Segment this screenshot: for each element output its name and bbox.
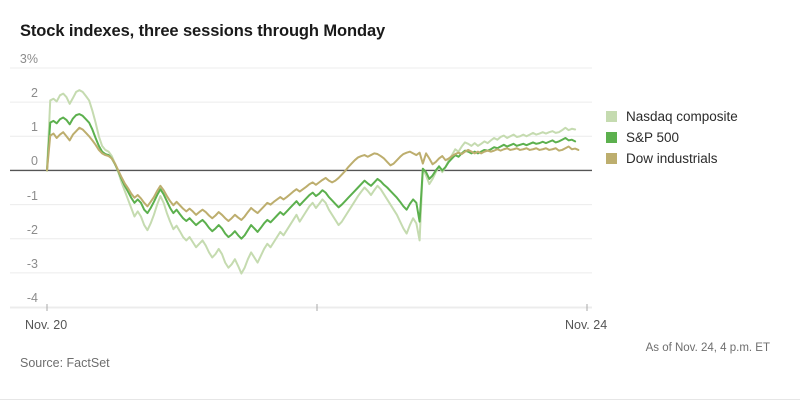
legend-label: Dow industrials — [626, 151, 718, 166]
y-tick-label: -2 — [26, 222, 38, 237]
legend-swatch-icon — [606, 153, 617, 164]
chart-legend: Nasdaq composite S&P 500 Dow industrials — [606, 106, 738, 169]
page-title: Stock indexes, three sessions through Mo… — [20, 22, 386, 40]
source-note: Source: FactSet — [20, 356, 110, 370]
y-tick-label: 0 — [31, 154, 38, 169]
series-lines — [46, 89, 580, 275]
y-tick-label: 2 — [31, 86, 38, 101]
legend-label: S&P 500 — [626, 130, 680, 145]
y-tick-label: -1 — [26, 188, 38, 203]
series-line — [46, 113, 577, 240]
series-line — [46, 89, 577, 275]
legend-swatch-icon — [606, 132, 617, 143]
x-axis-ticks — [10, 304, 592, 311]
y-tick-label: 1 — [31, 120, 38, 135]
gridlines — [10, 67, 592, 308]
series-line — [46, 126, 580, 222]
legend-swatch-icon — [606, 111, 617, 122]
legend-label: Nasdaq composite — [626, 109, 738, 124]
x-tick-label: Nov. 20 — [25, 318, 68, 332]
y-tick-label: -4 — [26, 291, 38, 305]
legend-item[interactable]: Nasdaq composite — [606, 106, 738, 127]
x-tick-label: Nov. 24 — [565, 318, 608, 332]
y-tick-label: -3 — [26, 256, 38, 271]
legend-item[interactable]: Dow industrials — [606, 148, 738, 169]
y-tick-label: 3% — [19, 52, 38, 66]
as-of-note: As of Nov. 24, 4 p.m. ET — [645, 342, 770, 354]
legend-item[interactable]: S&P 500 — [606, 127, 738, 148]
